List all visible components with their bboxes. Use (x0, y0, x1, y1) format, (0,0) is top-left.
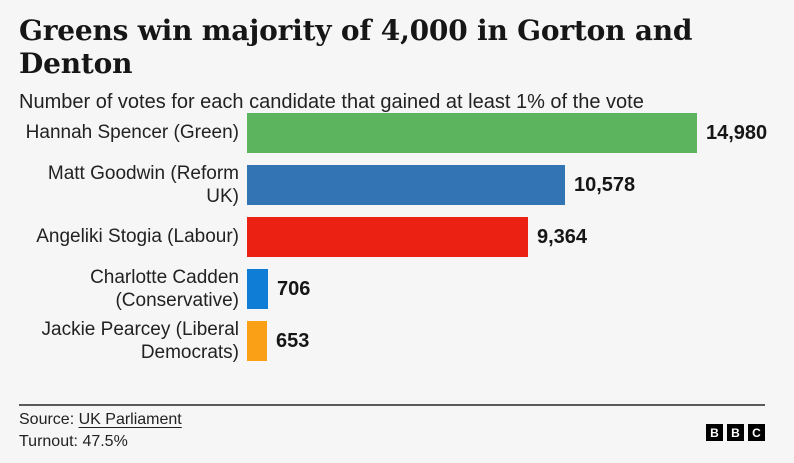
vote-count: 14,980 (706, 121, 768, 144)
chart-header: Greens win majority of 4,000 in Gorton a… (0, 0, 794, 115)
chart-row: Hannah Spencer (Green) 14,980 (19, 113, 775, 153)
candidate-label: Charlotte Cadden (Conservative) (90, 266, 239, 311)
bbc-logo-block: B (727, 424, 744, 441)
footer-text: Source: UK Parliament Turnout: 47.5% (19, 409, 182, 453)
bar-zone: 9,364 (247, 217, 775, 257)
candidate-label: Matt Goodwin (Reform UK) (47, 162, 239, 207)
bar-zone: 653 (247, 321, 775, 361)
turnout-line: Turnout: 47.5% (19, 433, 128, 450)
vote-count: 9,364 (537, 225, 588, 248)
vote-bar-liberal-democrats (247, 321, 267, 361)
candidate-label: Angeliki Stogia (Labour) (36, 226, 239, 248)
source-label: Source: (19, 411, 75, 428)
vote-bar-labour (247, 217, 528, 257)
vote-count: 706 (277, 277, 311, 300)
chart-title: Greens win majority of 4,000 in Gorton a… (19, 14, 693, 81)
source-line: Source: UK Parliament (19, 409, 182, 431)
footer-divider (19, 404, 765, 406)
vote-bar-reform-uk (247, 165, 565, 205)
bar-zone: 10,578 (247, 165, 775, 205)
vote-bar-green (247, 113, 697, 153)
bar-zone: 706 (247, 269, 775, 309)
bbc-logo-block: B (706, 424, 723, 441)
bar-zone: 14,980 (247, 113, 775, 153)
vote-count: 10,578 (574, 173, 636, 196)
chart-row: Jackie Pearcey (Liberal Democrats) 653 (19, 318, 775, 363)
candidate-label: Jackie Pearcey (Liberal Democrats) (41, 318, 239, 363)
source-link[interactable]: UK Parliament (78, 411, 182, 428)
chart-row: Charlotte Cadden (Conservative) 706 (19, 266, 775, 311)
chart-subtitle: Number of votes for each candidate that … (19, 91, 644, 114)
chart-row: Angeliki Stogia (Labour) 9,364 (19, 217, 775, 257)
candidate-label: Hannah Spencer (Green) (25, 122, 239, 144)
bbc-logo-block: C (748, 424, 765, 441)
bar-chart: Hannah Spencer (Green) 14,980 Matt Goodwin… (19, 113, 775, 373)
vote-bar-conservative (247, 269, 268, 309)
vote-count: 653 (276, 329, 310, 352)
chart-row: Matt Goodwin (Reform UK) 10,578 (19, 162, 775, 207)
